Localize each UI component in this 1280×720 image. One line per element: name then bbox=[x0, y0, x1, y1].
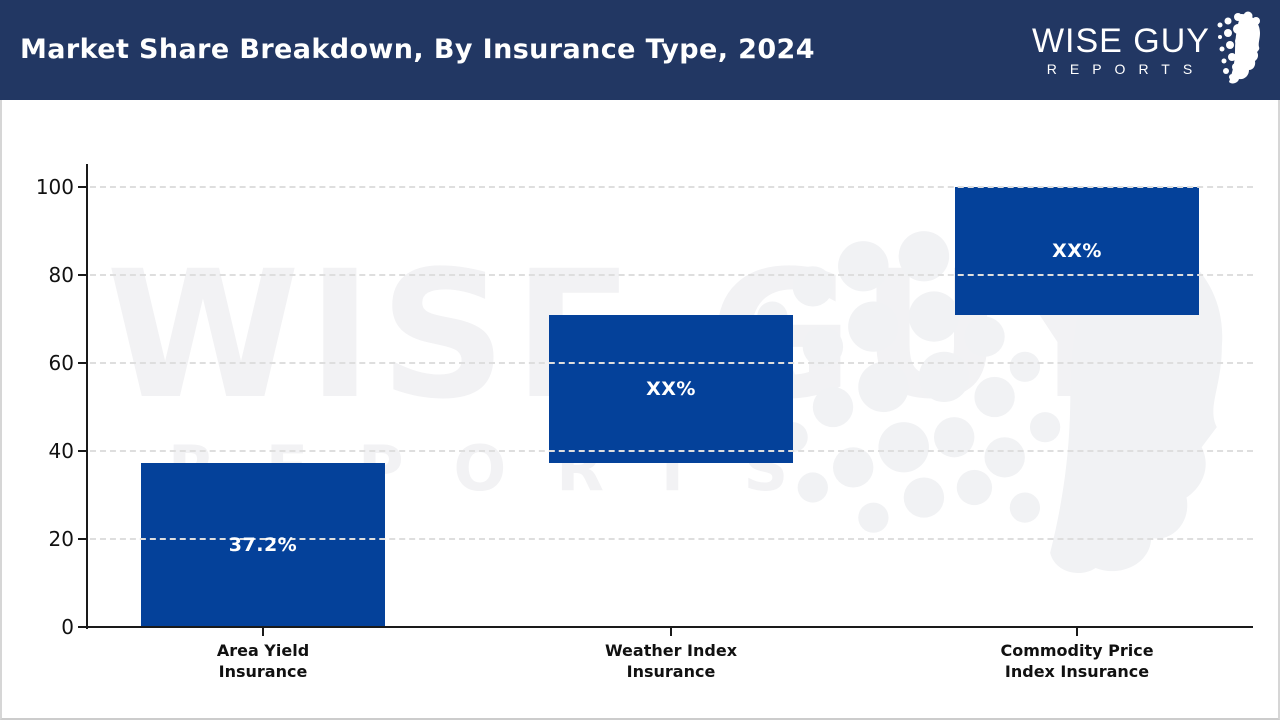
gridline bbox=[90, 450, 1253, 452]
logo-reports-text: REPORTS bbox=[1046, 61, 1206, 77]
y-tick-label: 80 bbox=[48, 263, 74, 287]
y-tick-label: 40 bbox=[48, 439, 74, 463]
bar-value-label: XX% bbox=[1052, 239, 1102, 262]
chart-title: Market Share Breakdown, By Insurance Typ… bbox=[20, 34, 815, 65]
y-tick-mark bbox=[78, 362, 86, 364]
x-category-label: Weather Index Insurance bbox=[604, 641, 738, 681]
gridline bbox=[90, 538, 1253, 540]
gridline bbox=[90, 362, 1253, 364]
y-tick-mark bbox=[78, 186, 86, 188]
header-bar: Market Share Breakdown, By Insurance Typ… bbox=[0, 0, 1280, 100]
wiseguy-logo: WISE GUY REPORTS bbox=[1032, 6, 1266, 96]
x-tick-mark bbox=[262, 628, 264, 636]
logo-wordmark: WISE GUY REPORTS bbox=[1032, 22, 1210, 77]
bar-segment bbox=[549, 314, 793, 464]
bar-value-label: XX% bbox=[646, 377, 696, 400]
y-tick-mark bbox=[78, 274, 86, 276]
x-category-label: Commodity Price Index Insurance bbox=[1000, 641, 1154, 681]
y-tick-label: 100 bbox=[35, 175, 74, 199]
x-axis-line bbox=[86, 626, 1253, 628]
y-tick-mark bbox=[78, 538, 86, 540]
bar-segment bbox=[141, 463, 385, 627]
y-axis-line bbox=[86, 164, 88, 629]
y-tick-label: 60 bbox=[48, 351, 74, 375]
y-tick-label: 0 bbox=[61, 615, 74, 639]
logo-head-icon bbox=[1217, 11, 1260, 84]
x-tick-mark bbox=[670, 628, 672, 636]
x-category-label: Area Yield Insurance bbox=[216, 641, 310, 681]
bar-value-label: 37.2% bbox=[228, 534, 298, 557]
logo-wiseguy-text: WISE GUY bbox=[1031, 22, 1210, 60]
gridline bbox=[90, 186, 1253, 188]
x-tick-mark bbox=[1076, 628, 1078, 636]
y-tick-mark bbox=[78, 450, 86, 452]
gridline bbox=[90, 274, 1253, 276]
y-tick-label: 20 bbox=[48, 527, 74, 551]
y-tick-mark bbox=[78, 626, 86, 628]
